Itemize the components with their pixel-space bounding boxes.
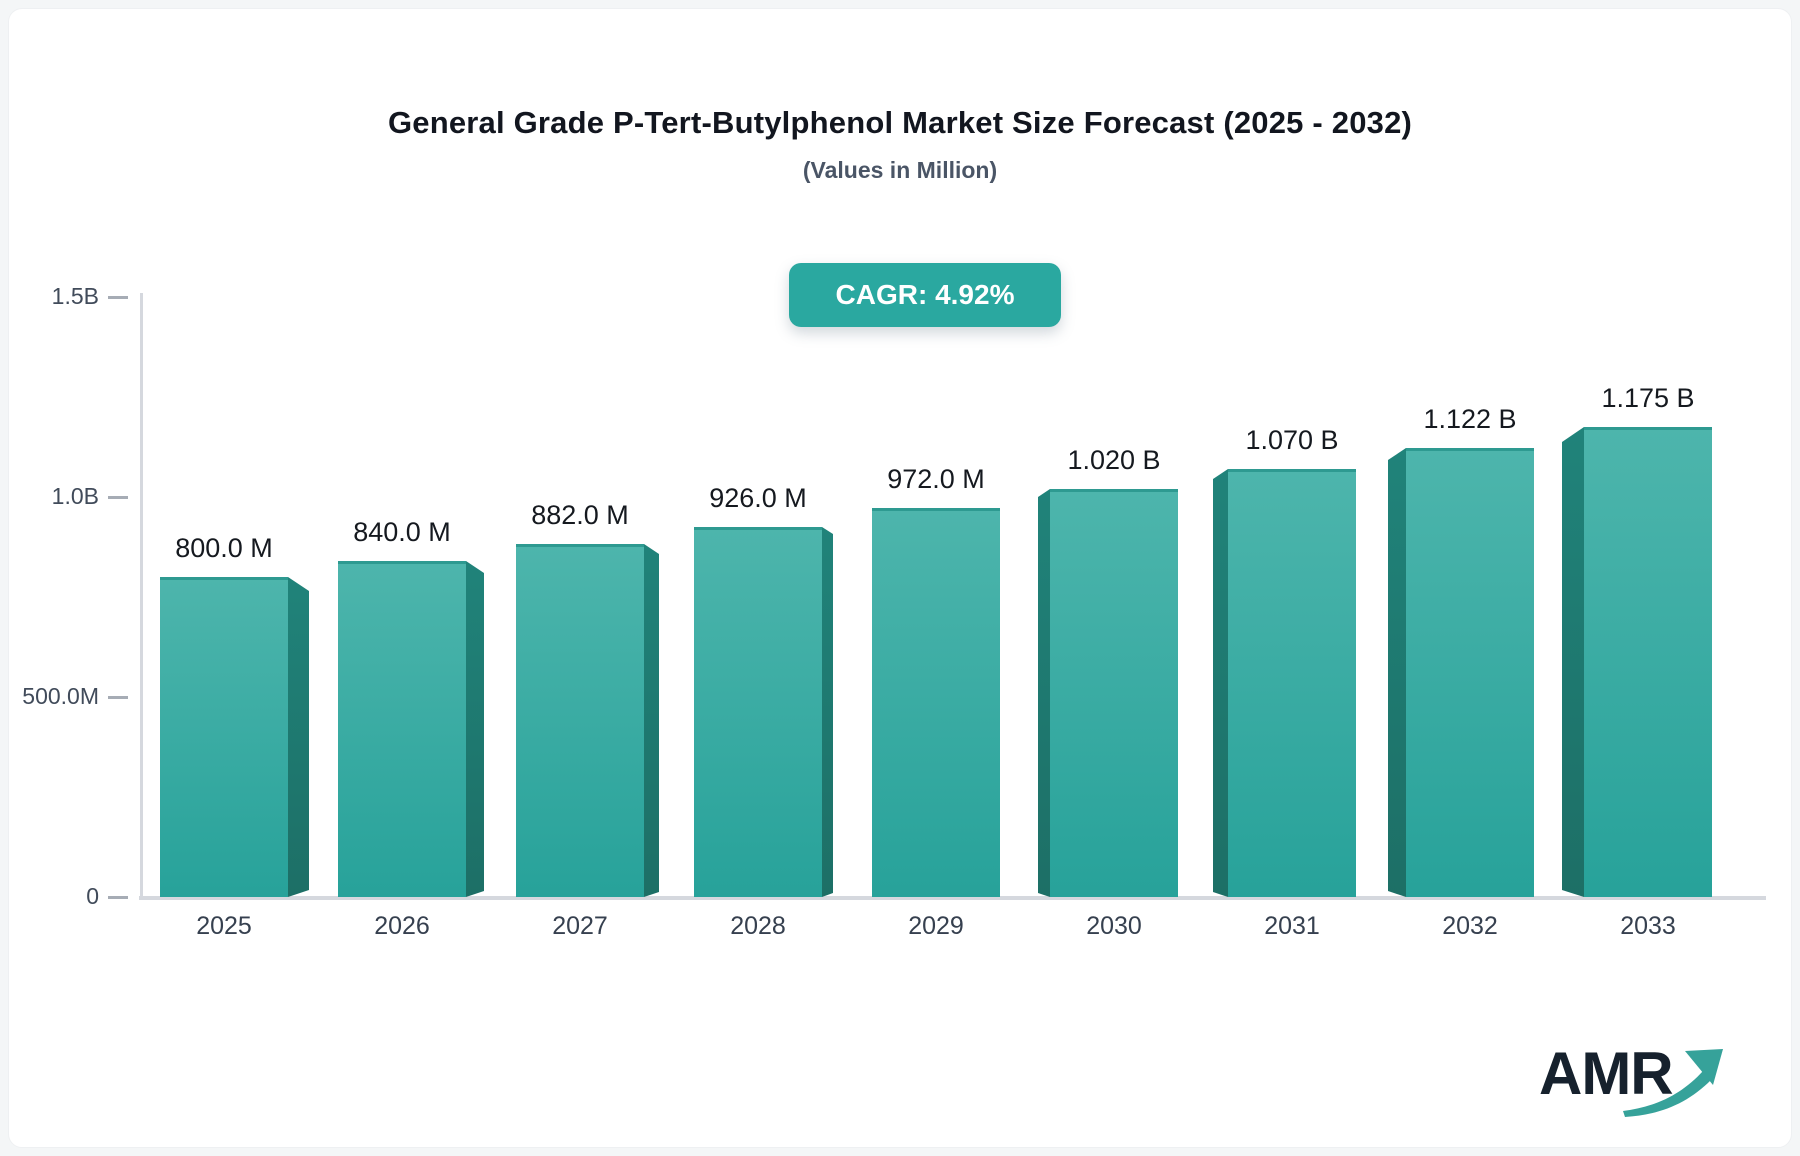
bar [1584,427,1712,897]
bar-value-label: 1.020 B [1067,445,1161,475]
x-tick-label: 2033 [1620,912,1676,940]
bar-side-face [822,527,833,897]
y-axis-line [140,293,143,899]
bar [516,544,644,897]
bar [1406,448,1534,897]
bar-side-face [1562,427,1584,897]
y-tick-label: 0 [86,883,99,909]
page-subtitle: (Values in Million) [802,157,998,183]
growth-arrow-icon [1623,1049,1723,1117]
x-axis-line [139,896,1766,900]
bar-value-label: 800.0 M [175,533,273,563]
bar [694,527,822,897]
bar-side-face [466,561,484,897]
bar-side-face [1388,448,1406,897]
bar [1228,469,1356,897]
bar-value-label: 1.070 B [1245,425,1339,455]
x-tick-label: 2027 [552,912,608,940]
bar [872,508,1000,897]
y-tick [108,496,128,499]
amr-logo-text: AMR [1539,1040,1674,1107]
y-tick [108,696,128,699]
bar-side-face [288,577,309,897]
x-tick-label: 2032 [1442,912,1498,940]
bar-value-label: 882.0 M [531,500,629,530]
bar-side-face [644,544,659,897]
x-tick-label: 2030 [1086,912,1142,940]
bar-side-face [1038,489,1050,897]
x-tick-label: 2026 [374,912,430,940]
cagr-badge-label: CAGR: 4.92% [835,279,1015,310]
y-tick [108,896,128,899]
bar [338,561,466,897]
amr-logo: AMR [1529,1039,1739,1129]
bar-value-label: 1.175 B [1601,383,1695,413]
bar-value-label: 926.0 M [709,483,807,513]
x-tick-label: 2031 [1264,912,1320,940]
y-tick [108,296,128,299]
x-tick-label: 2025 [196,912,252,940]
bar-side-face [1213,469,1228,897]
y-tick-label: 1.5B [51,283,99,309]
cagr-badge: CAGR: 4.92% [789,263,1061,327]
bar-value-label: 1.122 B [1423,404,1517,434]
bar [160,577,288,897]
bar-value-label: 840.0 M [353,517,451,547]
y-tick-label: 500.0M [22,683,99,709]
x-tick-label: 2028 [730,912,786,940]
bar [1050,489,1178,897]
page-title: General Grade P-Tert-Butylphenol Market … [387,105,1413,140]
bar-value-label: 972.0 M [887,464,985,494]
chart-card: General Grade P-Tert-Butylphenol Market … [8,8,1792,1148]
x-tick-label: 2029 [908,912,964,940]
y-tick-label: 1.0B [51,483,99,509]
